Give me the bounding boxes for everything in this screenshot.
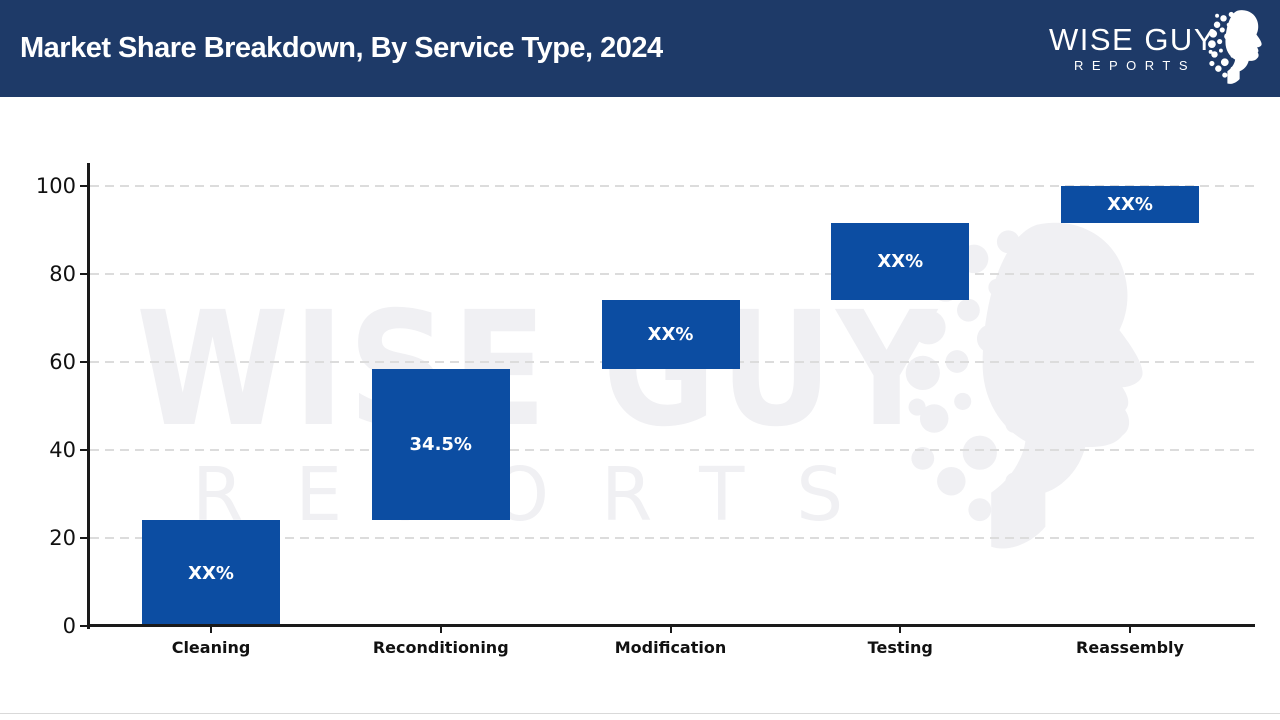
logo-subtitle: REPORTS: [1073, 58, 1197, 73]
bar-value-label: XX%: [647, 323, 694, 345]
gridline: [90, 449, 1255, 451]
y-axis-line: [87, 163, 90, 629]
bar-value-label: XX%: [877, 251, 924, 273]
logo-wordmark: WISE GUY: [1048, 22, 1216, 57]
bar-segment: 34.5%: [371, 368, 510, 521]
y-tick-label: 20: [49, 526, 76, 550]
bar-segment: XX%: [831, 223, 970, 301]
y-tick: [80, 361, 88, 363]
x-axis-category-label: Modification: [614, 638, 727, 657]
y-tick-label: 60: [49, 350, 76, 374]
wiseguy-head-icon: [1208, 10, 1262, 84]
x-axis-line: [87, 624, 1255, 627]
page-title: Market Share Breakdown, By Service Type,…: [20, 32, 663, 64]
bottom-divider: [0, 713, 1280, 714]
bar-value-label: 34.5%: [409, 433, 472, 455]
y-tick: [80, 185, 88, 187]
y-tick: [80, 625, 88, 627]
bar-value-label: XX%: [1107, 194, 1153, 216]
y-tick: [80, 273, 88, 275]
x-axis-category-label: Reassembly: [1076, 638, 1184, 657]
header-bar: Market Share Breakdown, By Service Type,…: [0, 0, 1280, 97]
gridline: [90, 537, 1255, 539]
x-tick: [1129, 627, 1131, 633]
bar-segment: XX%: [1061, 186, 1199, 224]
x-tick: [210, 627, 212, 633]
bar-value-label: XX%: [188, 562, 234, 584]
x-tick: [899, 627, 902, 633]
y-tick-label: 80: [49, 262, 76, 286]
gridline: [90, 273, 1255, 275]
x-axis-category-label: Testing: [867, 638, 933, 657]
wiseguy-logo: WISE GUY REPORTS: [1049, 8, 1272, 88]
x-axis-category-label: Reconditioning: [372, 638, 509, 657]
y-tick-label: 0: [62, 614, 76, 638]
wiseguy-logo-text: WISE GUY REPORTS: [1048, 22, 1216, 74]
gridline: [90, 185, 1255, 187]
x-tick: [439, 627, 442, 633]
y-tick: [80, 449, 88, 451]
watermark-wordmark: WISE GUY: [136, 278, 941, 462]
y-tick-label: 100: [35, 174, 76, 198]
y-tick-label: 40: [49, 438, 76, 462]
x-tick: [669, 627, 672, 633]
y-tick: [80, 537, 88, 539]
bar-segment: XX%: [601, 300, 740, 369]
watermark-subtitle: REPORTS: [192, 452, 896, 538]
bar-segment: XX%: [142, 520, 280, 626]
x-axis-category-label: Cleaning: [171, 638, 251, 657]
